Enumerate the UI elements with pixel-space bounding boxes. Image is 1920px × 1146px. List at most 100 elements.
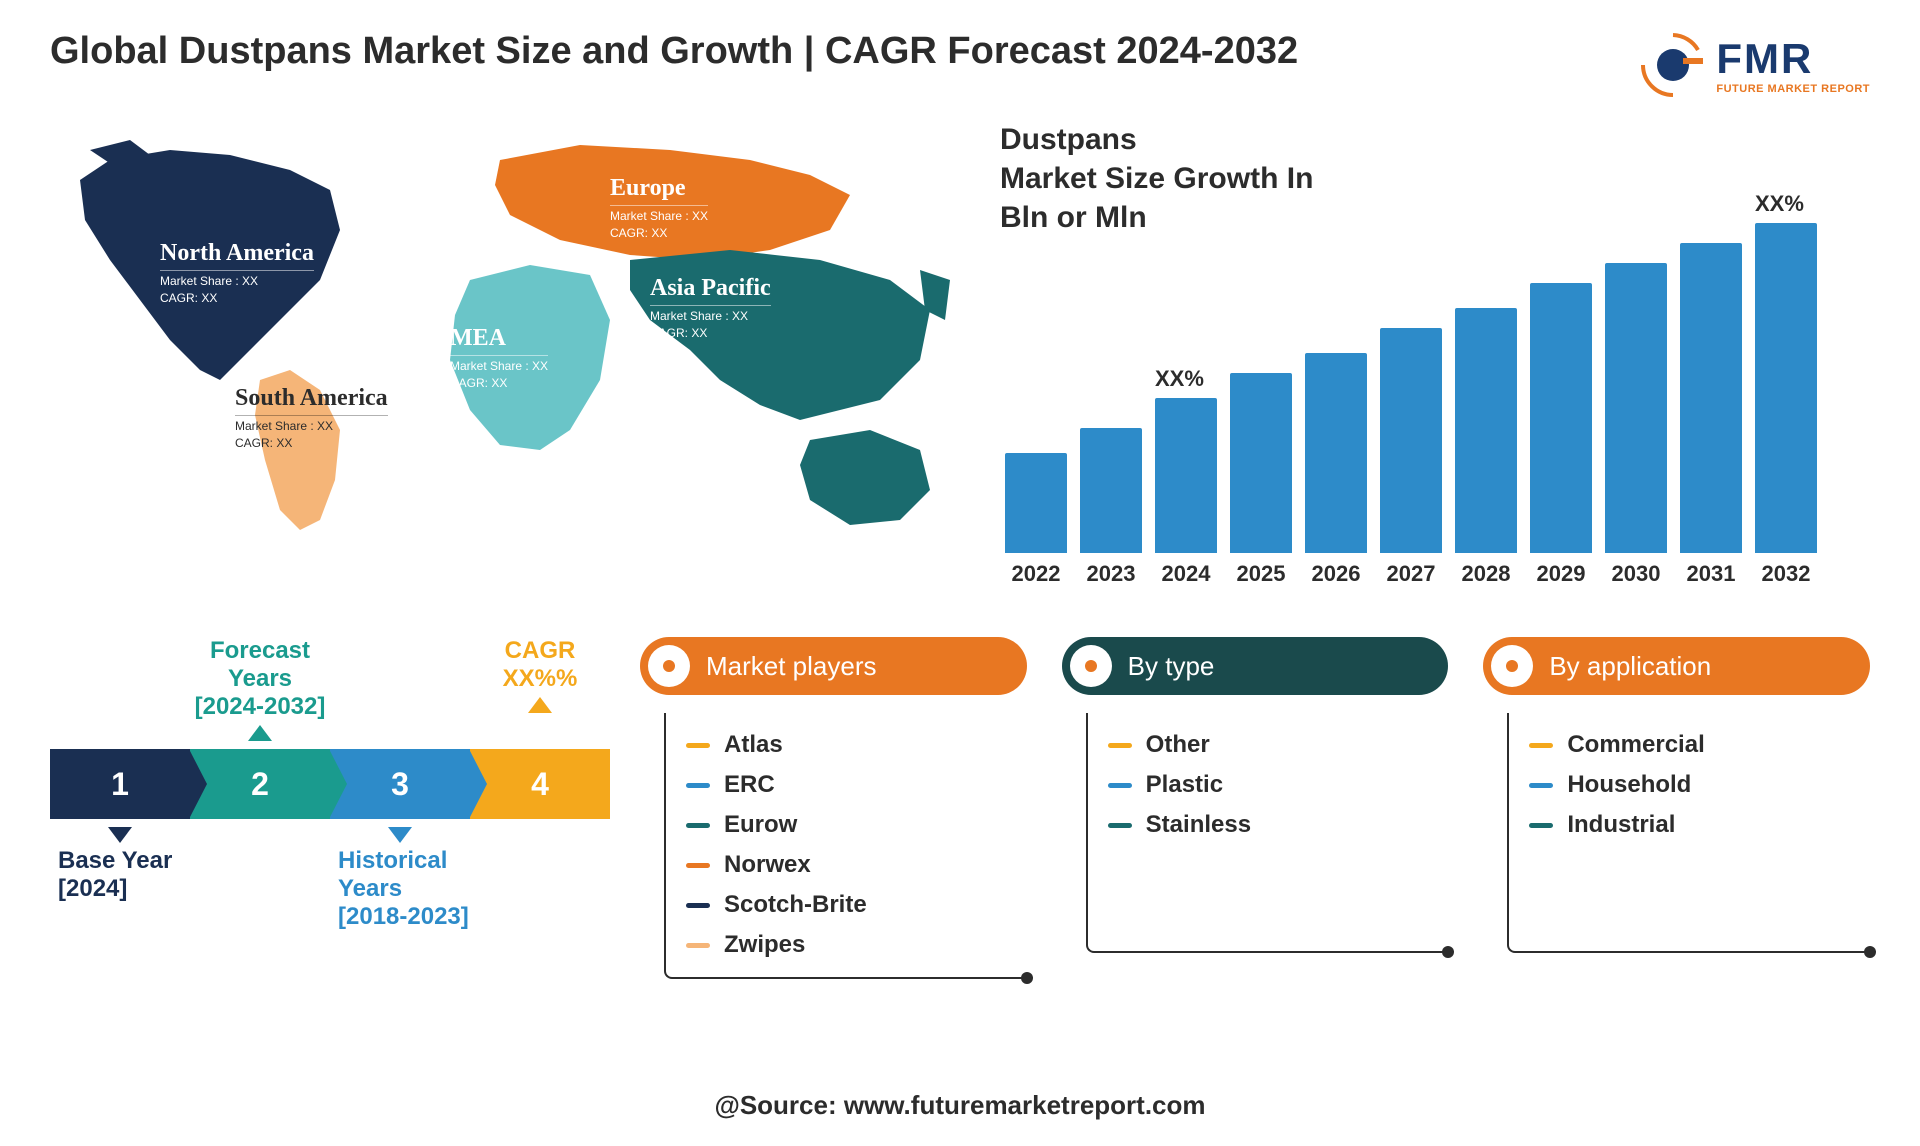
timeline-label: Forecast Years — [190, 637, 330, 693]
timeline-segment: 1 — [50, 749, 190, 819]
bar-group: 2030 — [1605, 263, 1667, 587]
bar-group: 2023 — [1080, 428, 1142, 587]
region-cagr: CAGR: XX — [235, 436, 388, 450]
timeline-bottom-cell — [190, 827, 330, 931]
arrow-up-icon — [528, 697, 552, 713]
chart-bar — [1455, 308, 1517, 553]
category-list: Atlas ERC Eurow Norwex Scotch-Brite Zwipes — [664, 713, 1027, 979]
timeline-bottom-cell — [470, 827, 610, 931]
list-item-text: Zwipes — [724, 931, 805, 959]
dash-icon — [686, 823, 710, 828]
list-item-text: Atlas — [724, 731, 783, 759]
chart-bar — [1230, 373, 1292, 553]
region-share: Market Share : XX — [610, 205, 708, 223]
chart-title-2: Market Size Growth In — [1000, 162, 1313, 195]
bar-group: 2028 — [1455, 308, 1517, 587]
chart-bar — [1680, 243, 1742, 553]
chart-title-1: Dustpans — [1000, 123, 1137, 156]
category-header-text: By application — [1549, 651, 1711, 682]
timeline-top-cell: Forecast Years [2024-2032] — [190, 637, 330, 741]
list-item: Other — [1088, 725, 1449, 765]
region-label: South America Market Share : XX CAGR: XX — [235, 385, 388, 450]
timeline-sublabel: [2018-2023] — [330, 903, 470, 931]
list-item-text: ERC — [724, 771, 775, 799]
bar-chart-section: Dustpans Market Size Growth In Bln or Ml… — [1000, 120, 1870, 587]
logo-text: FMR FUTURE MARKET REPORT — [1716, 35, 1870, 95]
timeline-segment: 4 — [470, 749, 610, 819]
timeline-bottom-cell: Historical Years [2018-2023] — [330, 827, 470, 931]
bar-pct-label: XX% — [1755, 191, 1804, 217]
bar-label: 2023 — [1087, 561, 1136, 587]
timeline: Forecast Years [2024-2032] CAGR XX%% 123… — [50, 637, 610, 931]
bar-group: 2025 — [1230, 373, 1292, 587]
bar-group: 2031 — [1680, 243, 1742, 587]
timeline-segment: 3 — [330, 749, 470, 819]
dot-icon — [1070, 645, 1112, 687]
dot-icon — [1491, 645, 1533, 687]
chart-title-3: Bln or Mln — [1000, 201, 1147, 234]
timeline-top-cell — [50, 637, 190, 741]
chart-bar — [1605, 263, 1667, 553]
list-item: Zwipes — [666, 925, 1027, 965]
dash-icon — [1529, 743, 1553, 748]
timeline-segment: 2 — [190, 749, 330, 819]
bar-group: 2026 — [1305, 353, 1367, 587]
timeline-sublabel: [2024] — [50, 875, 190, 903]
timeline-label: Base Year — [50, 847, 190, 875]
world-map: North America Market Share : XX CAGR: XX… — [50, 120, 970, 540]
region-name: Asia Pacific — [650, 275, 771, 302]
region-cagr: CAGR: XX — [650, 326, 771, 340]
logo-main: FMR — [1716, 35, 1870, 83]
category-header: By application — [1483, 637, 1870, 695]
chart-bar — [1005, 453, 1067, 553]
bar-group: 2024 — [1155, 398, 1217, 587]
bar-label: 2031 — [1687, 561, 1736, 587]
list-item-text: Norwex — [724, 851, 811, 879]
bar-label: 2032 — [1762, 561, 1811, 587]
region-cagr: CAGR: XX — [160, 291, 314, 305]
list-item: Eurow — [666, 805, 1027, 845]
timeline-sublabel: XX%% — [470, 665, 610, 693]
list-item: Scotch-Brite — [666, 885, 1027, 925]
region-cagr: CAGR: XX — [450, 376, 548, 390]
logo-sub: FUTURE MARKET REPORT — [1716, 83, 1870, 95]
timeline-sublabel: [2024-2032] — [190, 693, 330, 721]
timeline-top-cell: CAGR XX%% — [470, 637, 610, 741]
category-header-text: By type — [1128, 651, 1215, 682]
region-share: Market Share : XX — [450, 355, 548, 373]
region-label: Asia Pacific Market Share : XX CAGR: XX — [650, 275, 771, 340]
dash-icon — [686, 903, 710, 908]
chart-bar — [1530, 283, 1592, 553]
source-text: @Source: www.futuremarketreport.com — [714, 1090, 1205, 1121]
category-column: By typeOtherPlasticStainless — [1062, 637, 1449, 979]
timeline-bottom-cell: Base Year [2024] — [50, 827, 190, 931]
chart-bar — [1305, 353, 1367, 553]
chart-bars: 2022202320242025202620272028202920302031… — [1000, 247, 1870, 587]
category-column: By application Commercial Household Industr… — [1483, 637, 1870, 979]
list-item-text: Household — [1567, 771, 1691, 799]
chart-bar — [1380, 328, 1442, 553]
arrow-down-icon — [108, 827, 132, 843]
list-item: Industrial — [1509, 805, 1870, 845]
bar-pct-label: XX% — [1155, 366, 1204, 392]
timeline-label: Historical Years — [330, 847, 470, 903]
list-item-text: Eurow — [724, 811, 797, 839]
bar-label: 2024 — [1162, 561, 1211, 587]
bar-label: 2022 — [1012, 561, 1061, 587]
list-item: Commercial — [1509, 725, 1870, 765]
content-top: North America Market Share : XX CAGR: XX… — [50, 120, 1870, 587]
list-item-text: Industrial — [1567, 811, 1675, 839]
category-header: Market players — [640, 637, 1027, 695]
dash-icon — [686, 943, 710, 948]
region-share: Market Share : XX — [235, 415, 388, 433]
category-column: Market players Atlas ERC Eurow Norwex Scotch-… — [640, 637, 1027, 979]
bar-group: 2032 — [1755, 223, 1817, 587]
category-lists: Market players Atlas ERC Eurow Norwex Scotch-… — [640, 637, 1870, 979]
list-item-text: Stainless — [1146, 811, 1251, 839]
region-name: MEA — [450, 325, 548, 352]
region-label: North America Market Share : XX CAGR: XX — [160, 240, 314, 305]
logo-icon — [1638, 30, 1708, 100]
header: Global Dustpans Market Size and Growth |… — [50, 30, 1870, 100]
region-share: Market Share : XX — [160, 270, 314, 288]
chart-bar — [1755, 223, 1817, 553]
